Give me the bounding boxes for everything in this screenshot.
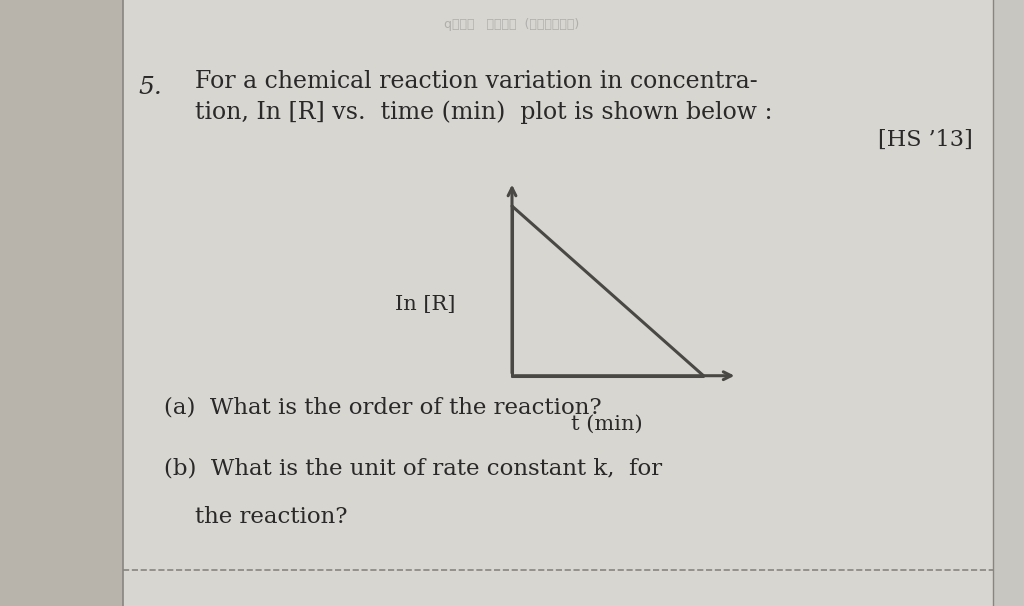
Text: 5.: 5.: [138, 76, 162, 99]
Text: the reaction?: the reaction?: [195, 506, 347, 528]
Text: For a chemical reaction variation in concentra-: For a chemical reaction variation in con…: [195, 70, 757, 93]
Bar: [993, 0, 1024, 606]
Text: (a)  What is the order of the reaction?: (a) What is the order of the reaction?: [164, 397, 601, 419]
Text: qंहि   विधि  (आवर्तन): qंहि विधि (आवर्तन): [444, 18, 580, 31]
Text: In [R]: In [R]: [395, 295, 456, 314]
Bar: [0, 0, 123, 606]
Text: t (min): t (min): [570, 415, 642, 434]
Text: (b)  What is the unit of rate constant k,  for: (b) What is the unit of rate constant k,…: [164, 458, 662, 479]
Text: [HS ’13]: [HS ’13]: [878, 128, 973, 150]
Text: tion, In [R] vs.  time (min)  plot is shown below :: tion, In [R] vs. time (min) plot is show…: [195, 100, 772, 124]
